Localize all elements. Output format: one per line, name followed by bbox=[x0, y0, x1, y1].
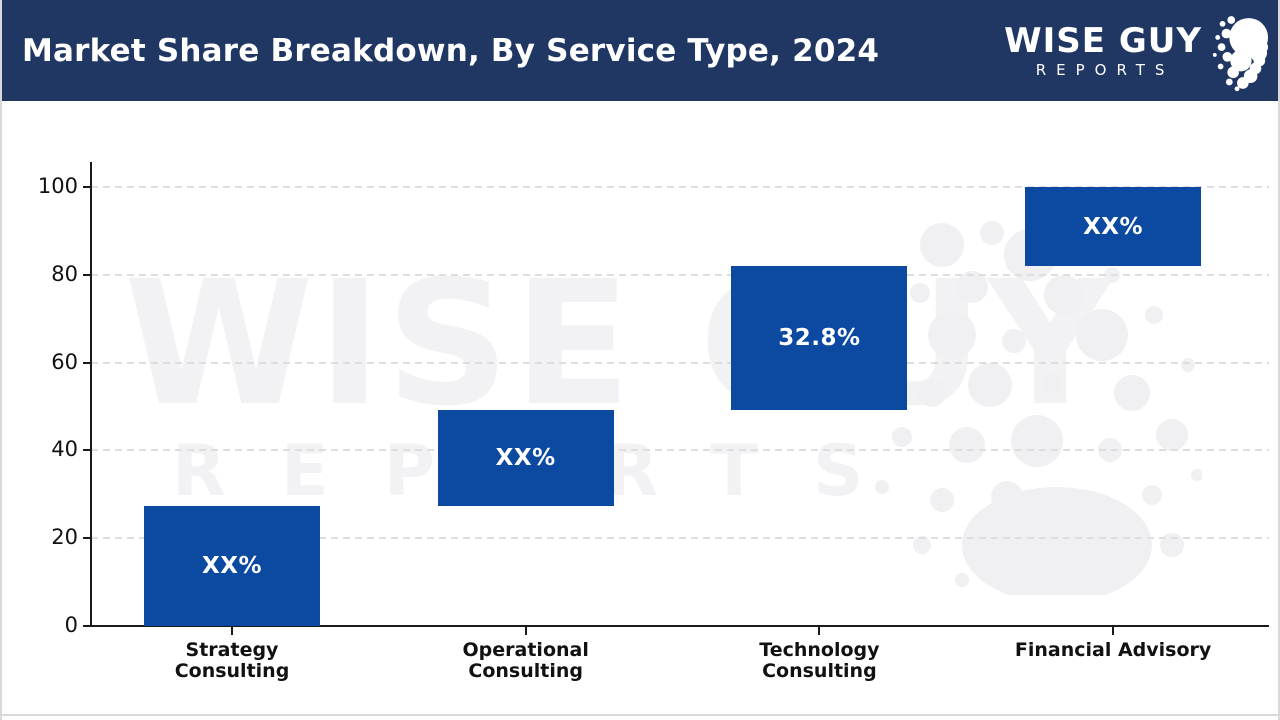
gridline bbox=[91, 186, 1269, 188]
bar-2: XX% bbox=[437, 410, 614, 506]
y-axis-tick bbox=[83, 186, 90, 188]
x-axis-tick bbox=[524, 627, 527, 635]
bar-1: XX% bbox=[144, 505, 320, 626]
y-axis-tick bbox=[83, 273, 90, 276]
brand-subname: REPORTS bbox=[1035, 60, 1175, 79]
bar-value-label: XX% bbox=[495, 444, 556, 471]
y-axis-tick-label: 60 bbox=[51, 349, 78, 374]
brand-logo: WISE GUY REPORTS bbox=[1004, 10, 1278, 92]
bar-4: XX% bbox=[1025, 187, 1202, 267]
y-axis-tick-label: 40 bbox=[51, 437, 78, 462]
category-label: Strategy Consulting bbox=[174, 639, 290, 682]
category-label: Operational Consulting bbox=[462, 639, 589, 682]
x-axis-tick bbox=[231, 627, 233, 635]
chart-title: Market Share Breakdown, By Service Type,… bbox=[22, 32, 880, 69]
brand-logo-text: WISE GUY REPORTS bbox=[1004, 24, 1202, 78]
y-axis-tick bbox=[83, 361, 90, 364]
x-axis-tick bbox=[818, 627, 821, 635]
y-axis-line bbox=[90, 162, 92, 627]
category-label: Financial Advisory bbox=[1014, 639, 1212, 661]
x-axis-line bbox=[90, 625, 1269, 627]
bar-value-label: XX% bbox=[1083, 213, 1144, 240]
gridline bbox=[91, 449, 1269, 452]
category-label: Technology Consulting bbox=[759, 639, 880, 682]
y-axis-tick bbox=[83, 449, 90, 452]
y-axis-tick-label: 20 bbox=[51, 525, 78, 550]
brand-name: WISE GUY bbox=[1004, 20, 1202, 61]
gridline bbox=[91, 537, 1269, 540]
y-axis-tick bbox=[83, 625, 90, 627]
header-bar: Market Share Breakdown, By Service Type,… bbox=[2, 0, 1278, 101]
y-axis-tick bbox=[83, 537, 90, 540]
y-axis-tick-label: 0 bbox=[64, 613, 78, 637]
dotted-head-logo-icon bbox=[1212, 15, 1269, 91]
bar-value-label: 32.8% bbox=[778, 325, 861, 351]
y-axis-tick-label: 100 bbox=[37, 174, 78, 198]
bar-3: 32.8% bbox=[731, 266, 908, 410]
gridline bbox=[91, 361, 1269, 364]
gridline bbox=[91, 273, 1269, 276]
y-axis-tick-label: 80 bbox=[51, 261, 78, 286]
bottom-divider bbox=[2, 714, 1278, 716]
x-axis-tick bbox=[1112, 627, 1115, 635]
bar-value-label: XX% bbox=[201, 552, 262, 579]
